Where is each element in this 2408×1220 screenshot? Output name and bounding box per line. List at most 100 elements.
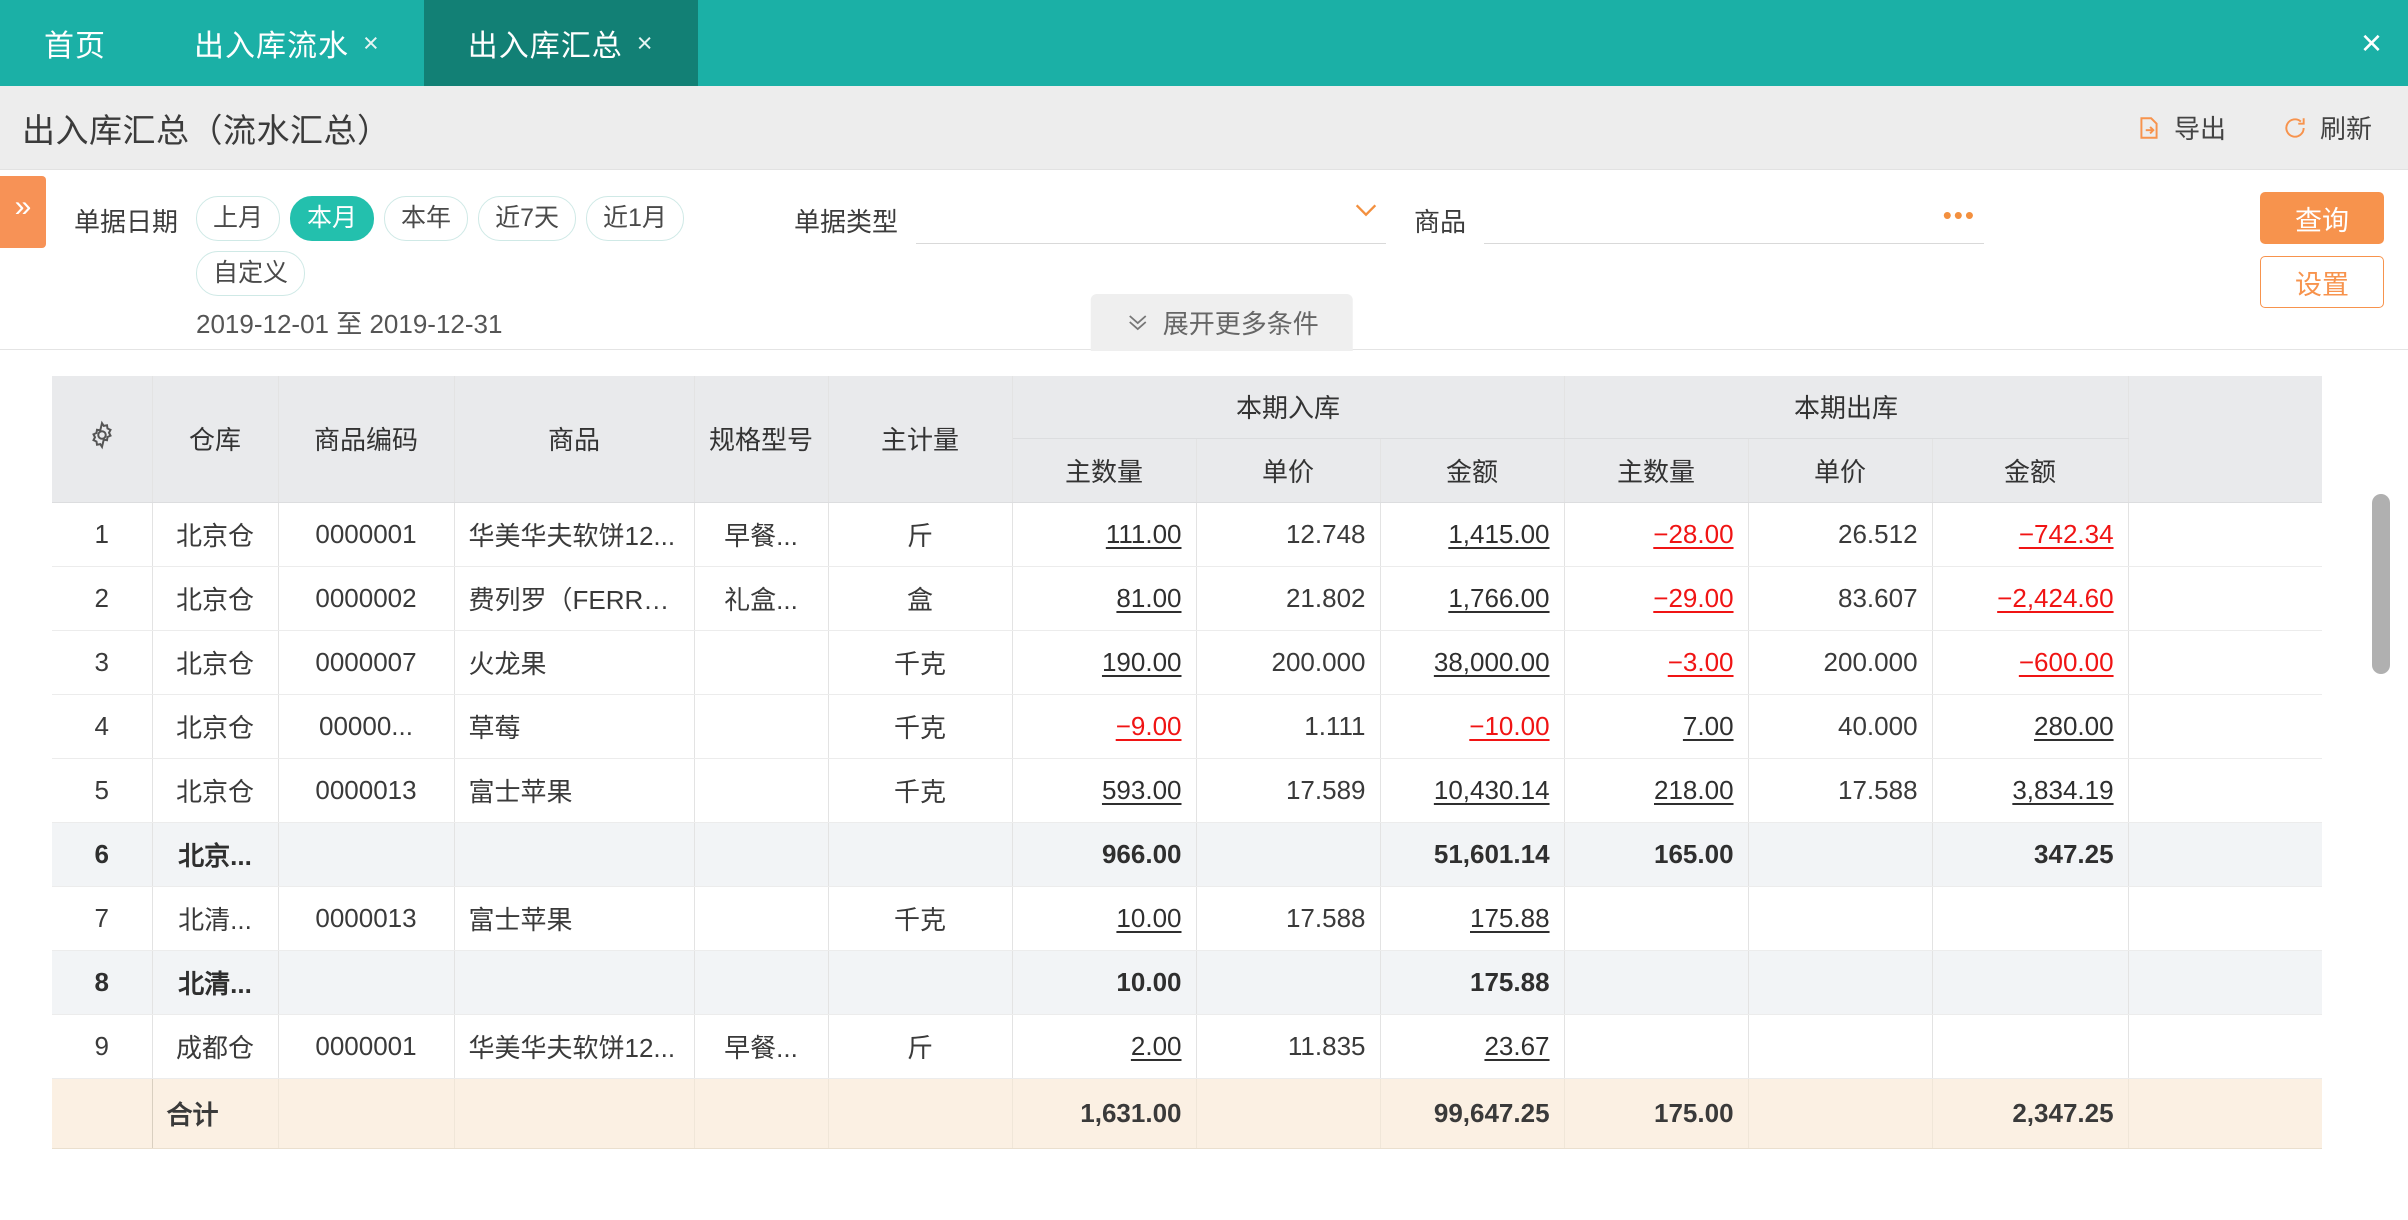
cell-inbound-qty[interactable]: 190.00 [1012, 630, 1197, 695]
cell-value-link[interactable]: 218.00 [1654, 774, 1734, 805]
cell-inbound-qty[interactable]: 593.00 [1012, 758, 1197, 823]
cell-outbound-qty[interactable]: −29.00 [1564, 566, 1749, 631]
cell-inbound-qty[interactable]: −9.00 [1012, 694, 1197, 759]
cell-inbound-amount[interactable]: 23.67 [1380, 1014, 1565, 1079]
cell-inbound-qty: 10.00 [1012, 950, 1197, 1015]
tab-inventory-summary[interactable]: 出入库汇总 × [423, 0, 698, 86]
query-button[interactable]: 查询 [2260, 192, 2384, 244]
chevron-down-icon[interactable] [1352, 198, 1380, 224]
date-chip-last-1-month[interactable]: 近1月 [585, 196, 684, 241]
cell-inbound-amount[interactable]: −10.00 [1380, 694, 1565, 759]
cell-inbound-amount[interactable]: 10,430.14 [1380, 758, 1565, 823]
column-header-inbound-qty[interactable]: 主数量 [1012, 438, 1197, 503]
column-header-unit[interactable]: 主计量 [828, 376, 1013, 503]
column-header-outbound-price[interactable]: 单价 [1748, 438, 1933, 503]
column-header-product[interactable]: 商品 [454, 376, 695, 503]
cell-value-link[interactable]: 175.88 [1470, 902, 1550, 933]
row-index: 6 [52, 822, 153, 887]
cell-value-link[interactable]: 1,415.00 [1448, 518, 1550, 549]
table-subtotal-row: 6 北京... 966.00 51,601.14 165.00 347.25 [52, 822, 2323, 887]
cell-inbound-amount: 51,601.14 [1380, 822, 1565, 887]
cell-value-link[interactable]: 593.00 [1101, 774, 1182, 805]
cell-outbound-amount[interactable]: −742.34 [1932, 502, 2129, 567]
column-header-outbound-qty[interactable]: 主数量 [1564, 438, 1749, 503]
table-subtotal-row: 8 北清... 10.00 175.88 [52, 950, 2323, 1015]
date-chip-custom[interactable]: 自定义 [196, 251, 306, 296]
cell-inbound-price: 17.588 [1196, 886, 1381, 951]
column-header-inbound-price[interactable]: 单价 [1196, 438, 1381, 503]
cell-value-link[interactable]: 1,766.00 [1448, 582, 1550, 613]
cell-value-link[interactable]: −9.00 [1115, 710, 1182, 741]
cell-outbound-amount[interactable]: −2,424.60 [1932, 566, 2129, 631]
cell-value-link[interactable]: −28.00 [1653, 518, 1734, 549]
cell-inbound-qty[interactable]: 81.00 [1012, 566, 1197, 631]
cell-product: 费列罗（FERRE... [454, 566, 695, 631]
date-chip-last-month[interactable]: 上月 [196, 196, 281, 241]
more-options-icon[interactable]: ••• [1942, 200, 1977, 230]
cell-outbound-qty[interactable]: 7.00 [1564, 694, 1749, 759]
cell-value-link[interactable]: 111.00 [1105, 518, 1182, 549]
date-chip-this-month[interactable]: 本月 [290, 196, 375, 241]
column-header-warehouse[interactable]: 仓库 [152, 376, 279, 503]
vertical-scrollbar-thumb[interactable] [2372, 494, 2390, 674]
collapse-toggle-icon[interactable]: » [0, 176, 46, 248]
settings-button[interactable]: 设置 [2260, 256, 2384, 308]
cell-value-link[interactable]: 2.00 [1130, 1030, 1182, 1061]
cell-value-link[interactable]: −10.00 [1469, 710, 1550, 741]
cell-inbound-qty[interactable]: 2.00 [1012, 1014, 1197, 1079]
cell-inbound-amount[interactable]: 1,415.00 [1380, 502, 1565, 567]
cell-outbound-amount[interactable]: −600.00 [1932, 630, 2129, 695]
cell-value-link[interactable]: −29.00 [1653, 582, 1734, 613]
filter-date-group: 单据日期 上月 本月 本年 近7天 近1月 自定义 2019-12-01 至 2… [74, 196, 794, 341]
date-chip-this-year[interactable]: 本年 [384, 196, 469, 241]
date-chip-last-7-days[interactable]: 近7天 [478, 196, 576, 241]
cell-value-link[interactable]: 23.67 [1484, 1030, 1550, 1061]
column-header-trailing [2128, 376, 2323, 503]
cell-value-link[interactable]: −2,424.60 [1997, 582, 2114, 613]
cell-inbound-amount[interactable]: 38,000.00 [1380, 630, 1565, 695]
cell-trailing [2128, 630, 2323, 695]
cell-outbound-qty[interactable]: 218.00 [1564, 758, 1749, 823]
doc-type-select[interactable] [916, 196, 1387, 244]
table-row: 2 北京仓 0000002 费列罗（FERRE... 礼盒... 盒 81.00 21.802… [52, 566, 2323, 631]
cell-value-link[interactable]: −600.00 [2018, 646, 2114, 677]
cell-value-link[interactable]: 7.00 [1682, 710, 1734, 741]
cell-outbound-qty[interactable]: −28.00 [1564, 502, 1749, 567]
cell-value-link[interactable]: 10,430.14 [1433, 774, 1550, 805]
tab-close-icon[interactable]: × [363, 27, 380, 58]
product-input[interactable]: ••• [1484, 196, 1985, 244]
column-header-product-code[interactable]: 商品编码 [278, 376, 455, 503]
export-button[interactable]: 导出 [2136, 109, 2226, 146]
cell-inbound-amount[interactable]: 175.88 [1380, 886, 1565, 951]
tab-close-icon[interactable]: × [636, 27, 654, 58]
cell-outbound-qty[interactable]: −3.00 [1564, 630, 1749, 695]
cell-value-link[interactable]: 190.00 [1101, 646, 1182, 677]
tab-inventory-flow[interactable]: 出入库流水 × [150, 0, 424, 86]
expand-more-conditions-button[interactable]: 展开更多条件 [1090, 294, 1353, 351]
cell-inbound-price [1196, 950, 1381, 1015]
cell-outbound-amount[interactable]: 3,834.19 [1932, 758, 2129, 823]
cell-value-link[interactable]: 3,834.19 [2012, 774, 2114, 805]
tab-label: 出入库汇总 [467, 30, 623, 63]
filter-row: 单据日期 上月 本月 本年 近7天 近1月 自定义 2019-12-01 至 2… [74, 196, 2384, 341]
cell-inbound-price: 17.589 [1196, 758, 1381, 823]
refresh-button[interactable]: 刷新 [2282, 109, 2372, 146]
tab-home[interactable]: 首页 [0, 0, 150, 86]
cell-value-link[interactable]: 81.00 [1116, 582, 1182, 613]
cell-inbound-qty[interactable]: 111.00 [1012, 502, 1197, 567]
filter-body: 单据日期 上月 本月 本年 近7天 近1月 自定义 2019-12-01 至 2… [46, 170, 2408, 351]
column-header-spec[interactable]: 规格型号 [694, 376, 829, 503]
cell-value-link[interactable]: 38,000.00 [1433, 646, 1550, 677]
column-header-inbound-amount[interactable]: 金额 [1380, 438, 1565, 503]
cell-value-link[interactable]: −3.00 [1667, 646, 1734, 677]
cell-value-link[interactable]: 10.00 [1116, 902, 1182, 933]
gear-icon [87, 420, 117, 456]
cell-inbound-qty[interactable]: 10.00 [1012, 886, 1197, 951]
column-header-outbound-amount[interactable]: 金额 [1932, 438, 2129, 503]
cell-inbound-amount[interactable]: 1,766.00 [1380, 566, 1565, 631]
cell-value-link[interactable]: −742.34 [2018, 518, 2114, 549]
window-close-icon[interactable]: × [2360, 22, 2382, 63]
column-settings-gear[interactable] [52, 376, 153, 503]
cell-outbound-amount[interactable]: 280.00 [1932, 694, 2129, 759]
cell-value-link[interactable]: 280.00 [2034, 710, 2114, 741]
